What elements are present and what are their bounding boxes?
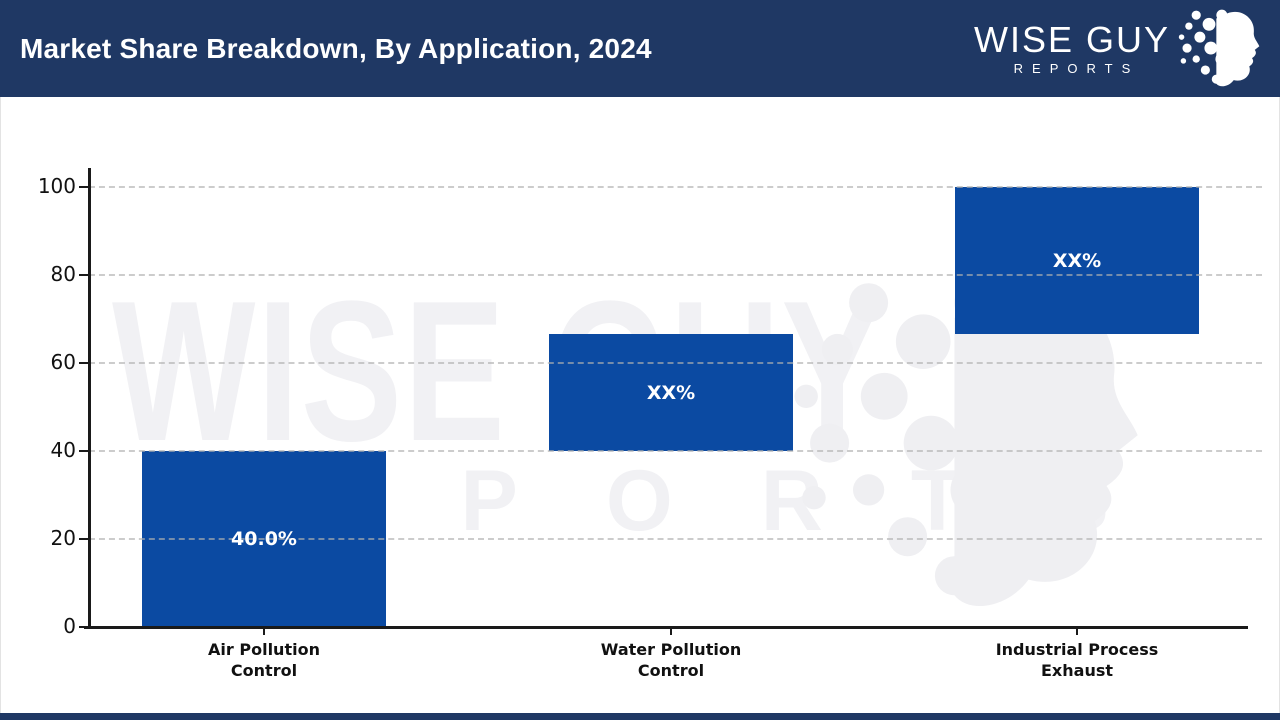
wise-guy-logo: WISE GUY REPORTS: [974, 6, 1266, 92]
bar-value-label-water-pollution-control: XX%: [646, 381, 696, 404]
logo-subtitle: REPORTS: [1013, 61, 1140, 76]
x-category-line: Water Pollution: [600, 640, 742, 659]
x-tick-air-pollution-control: [263, 628, 265, 635]
gridline-60: [89, 362, 1262, 364]
left-border: [0, 97, 1, 713]
x-category-line: Control: [637, 661, 705, 680]
x-category-line: Exhaust: [1041, 661, 1113, 680]
x-category-line: Industrial Process: [995, 640, 1159, 659]
gridline-40: [89, 450, 1262, 452]
x-axis-line: [84, 626, 1248, 629]
x-category-label-water-pollution-control: Water Pollution Control: [511, 639, 831, 681]
logo-text: WISE GUY REPORTS: [973, 19, 1170, 77]
dotted-face-icon: [1178, 9, 1260, 86]
y-tick-100: [79, 186, 88, 188]
gridline-100: [89, 186, 1262, 188]
y-tick-0: [79, 626, 88, 628]
y-tick-20: [79, 538, 88, 540]
x-category-line: Air Pollution: [208, 640, 320, 659]
gridline-20: [89, 538, 1262, 540]
bar-value-label-industrial-process-exhaust: XX%: [1052, 249, 1102, 272]
x-tick-water-pollution-control: [670, 628, 672, 635]
x-category-label-industrial-process-exhaust: Industrial Process Exhaust: [917, 639, 1237, 681]
bar-water-pollution-control: [549, 334, 793, 451]
y-tick-60: [79, 362, 88, 364]
y-axis-line: [88, 168, 91, 629]
y-tick-label-100: 100: [37, 174, 76, 198]
bar-value-label-air-pollution-control: 40.0%: [231, 528, 297, 550]
y-tick-label-40: 40: [50, 438, 76, 462]
bar-industrial-process-exhaust: [955, 187, 1199, 335]
x-category-label-air-pollution-control: Air Pollution Control: [104, 639, 424, 681]
logo-wordmark: WISE GUY: [973, 19, 1170, 60]
y-tick-80: [79, 274, 88, 276]
footer-bar: [0, 713, 1280, 720]
y-tick-label-0: 0: [63, 614, 76, 638]
y-tick-label-60: 60: [50, 350, 76, 374]
header-bar: Market Share Breakdown, By Application, …: [0, 0, 1280, 97]
gridline-80: [89, 274, 1262, 276]
y-tick-40: [79, 450, 88, 452]
chart-title: Market Share Breakdown, By Application, …: [20, 32, 652, 64]
x-category-line: Control: [230, 661, 298, 680]
y-tick-label-80: 80: [50, 262, 76, 286]
x-tick-industrial-process-exhaust: [1076, 628, 1078, 635]
y-tick-label-20: 20: [50, 526, 76, 550]
